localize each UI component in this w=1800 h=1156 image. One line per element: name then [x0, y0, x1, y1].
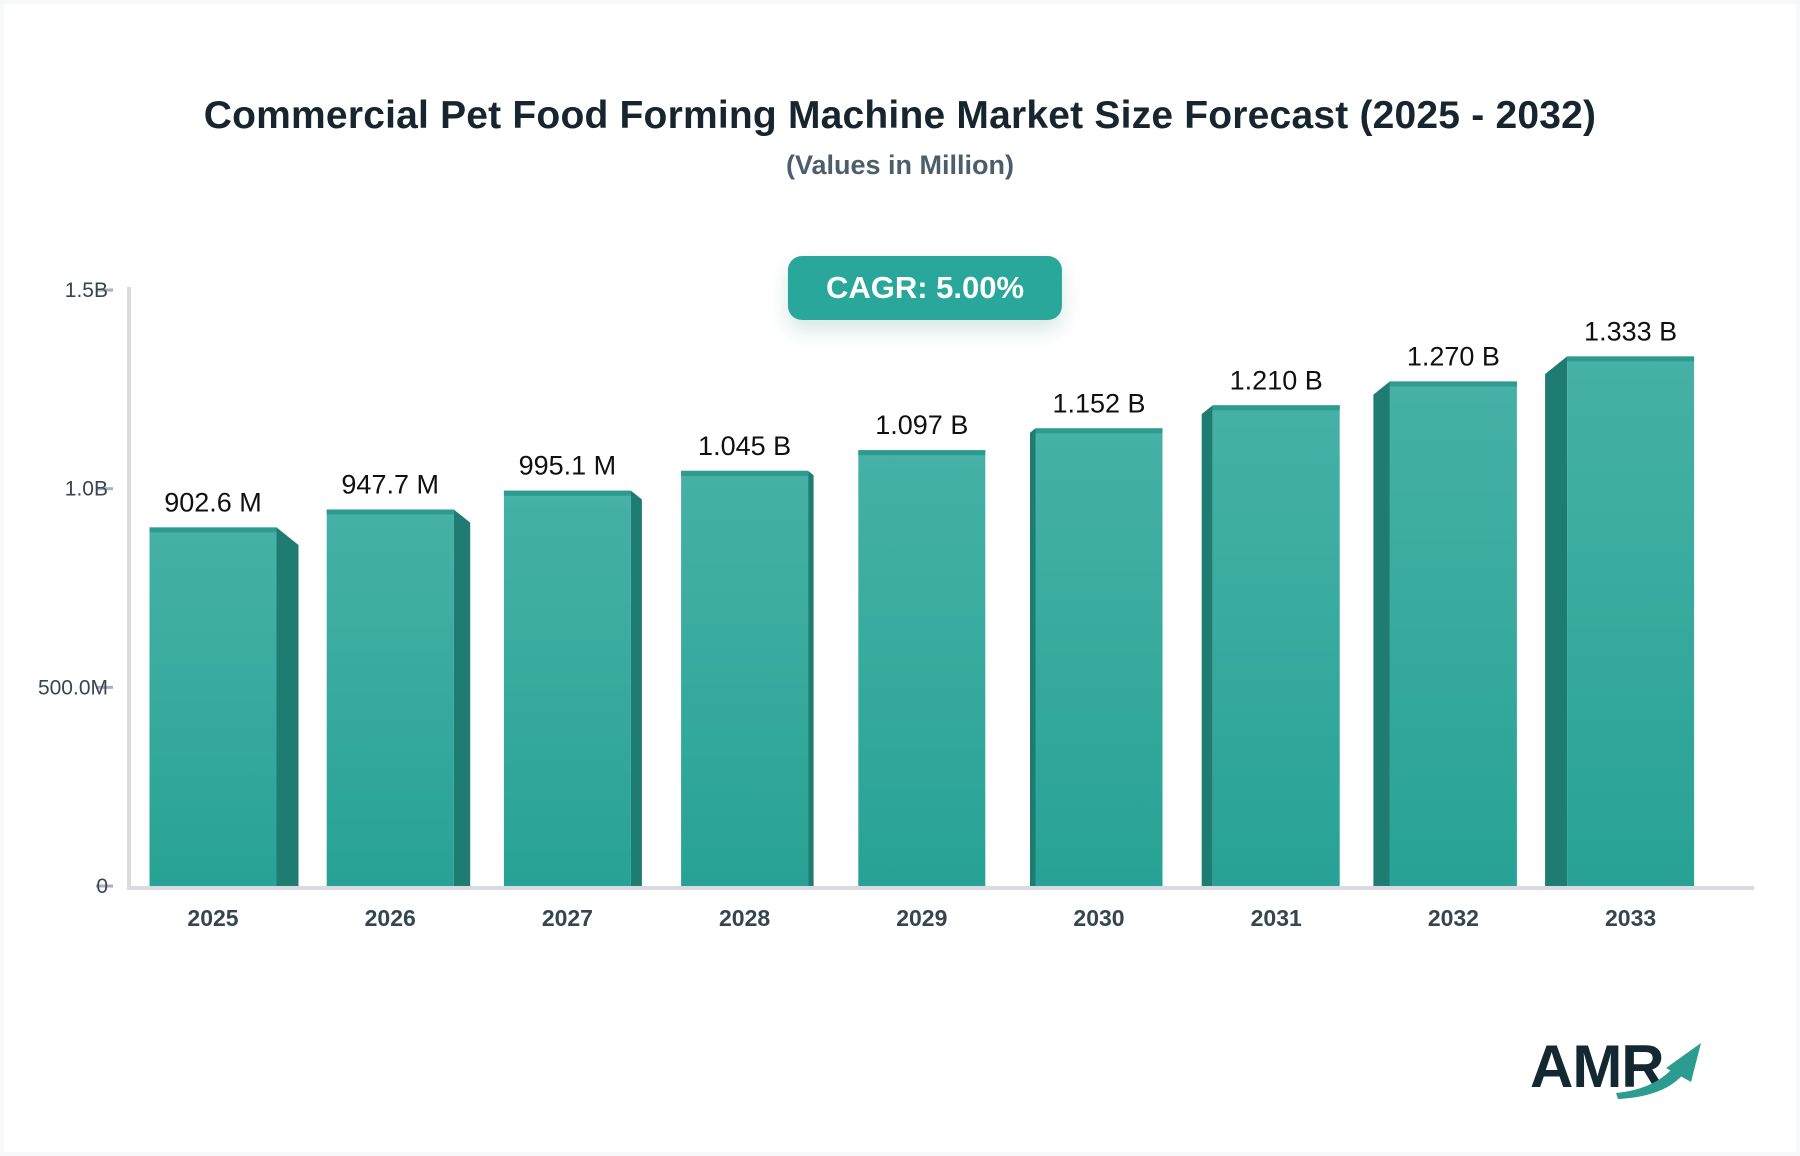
bar-value-label: 1.333 B: [1584, 316, 1677, 346]
x-axis-label: 2025: [187, 905, 238, 931]
cagr-badge: CAGR: 5.00%: [787, 256, 1063, 320]
bar-top-edge: [503, 490, 631, 496]
bar-value-label: 947.7 M: [341, 469, 439, 499]
y-tick-mark: [96, 884, 113, 888]
x-axis-label: 2029: [896, 905, 947, 931]
bar-top-edge: [149, 527, 277, 533]
x-axis-label: 2028: [719, 905, 770, 931]
bar-top-edge: [1567, 356, 1695, 362]
bar-2029: [858, 450, 986, 886]
bar-2030: [1035, 428, 1163, 886]
bar-side-face: [1030, 428, 1036, 886]
bar-value-label: 1.097 B: [875, 410, 968, 440]
x-axis-label: 2033: [1605, 905, 1656, 931]
y-tick-label: 500.0M: [38, 676, 108, 699]
bar-top-edge: [681, 470, 809, 476]
y-axis-line: [127, 287, 131, 890]
x-axis-label: 2027: [542, 905, 593, 931]
x-axis-label: 2030: [1073, 905, 1124, 931]
bar-2032: [1389, 381, 1517, 886]
bar-2026: [326, 509, 454, 886]
bar-2031: [1212, 405, 1340, 886]
bar-2025: [149, 527, 277, 886]
y-tick-mark: [96, 288, 113, 292]
bar-value-label: 1.045 B: [698, 431, 791, 461]
y-tick-mark: [96, 487, 113, 491]
bar-side-face: [1373, 381, 1390, 886]
y-tick-label: 0: [96, 875, 108, 898]
x-axis-line: [127, 886, 1754, 890]
bar-top-edge: [1035, 428, 1163, 434]
trend-arrow-icon: [1616, 1043, 1701, 1099]
bar-side-face: [1545, 356, 1568, 886]
x-axis-label: 2032: [1428, 905, 1479, 931]
chart-title: Commercial Pet Food Forming Machine Mark…: [203, 94, 1597, 137]
bar-top-edge: [326, 509, 454, 515]
bar-2027: [503, 490, 631, 886]
bar-side-face: [453, 509, 471, 886]
bar-value-label: 1.270 B: [1407, 341, 1500, 371]
y-tick-label: 1.0B: [65, 478, 108, 501]
bar-top-edge: [1389, 381, 1517, 387]
y-tick-mark: [96, 685, 113, 689]
bar-2033: [1567, 356, 1695, 886]
bar-value-label: 902.6 M: [164, 487, 262, 517]
bar-value-label: 1.210 B: [1230, 365, 1323, 395]
x-axis-label: 2031: [1251, 905, 1302, 931]
amr-logo: AMR: [1530, 1032, 1730, 1122]
y-tick-label: 1.5B: [65, 279, 108, 302]
bar-side-face: [808, 470, 814, 886]
bar-side-face: [1201, 405, 1213, 886]
bar-value-label: 1.152 B: [1052, 388, 1145, 418]
bar-value-label: 995.1 M: [519, 451, 617, 481]
bar-side-face: [630, 490, 642, 886]
bar-top-edge: [1212, 405, 1340, 411]
bar-2028: [681, 470, 809, 886]
chart-subtitle: (Values in Million): [785, 150, 1015, 180]
x-axis-label: 2026: [365, 905, 416, 931]
bar-side-face: [276, 527, 299, 886]
bar-top-edge: [858, 450, 986, 456]
